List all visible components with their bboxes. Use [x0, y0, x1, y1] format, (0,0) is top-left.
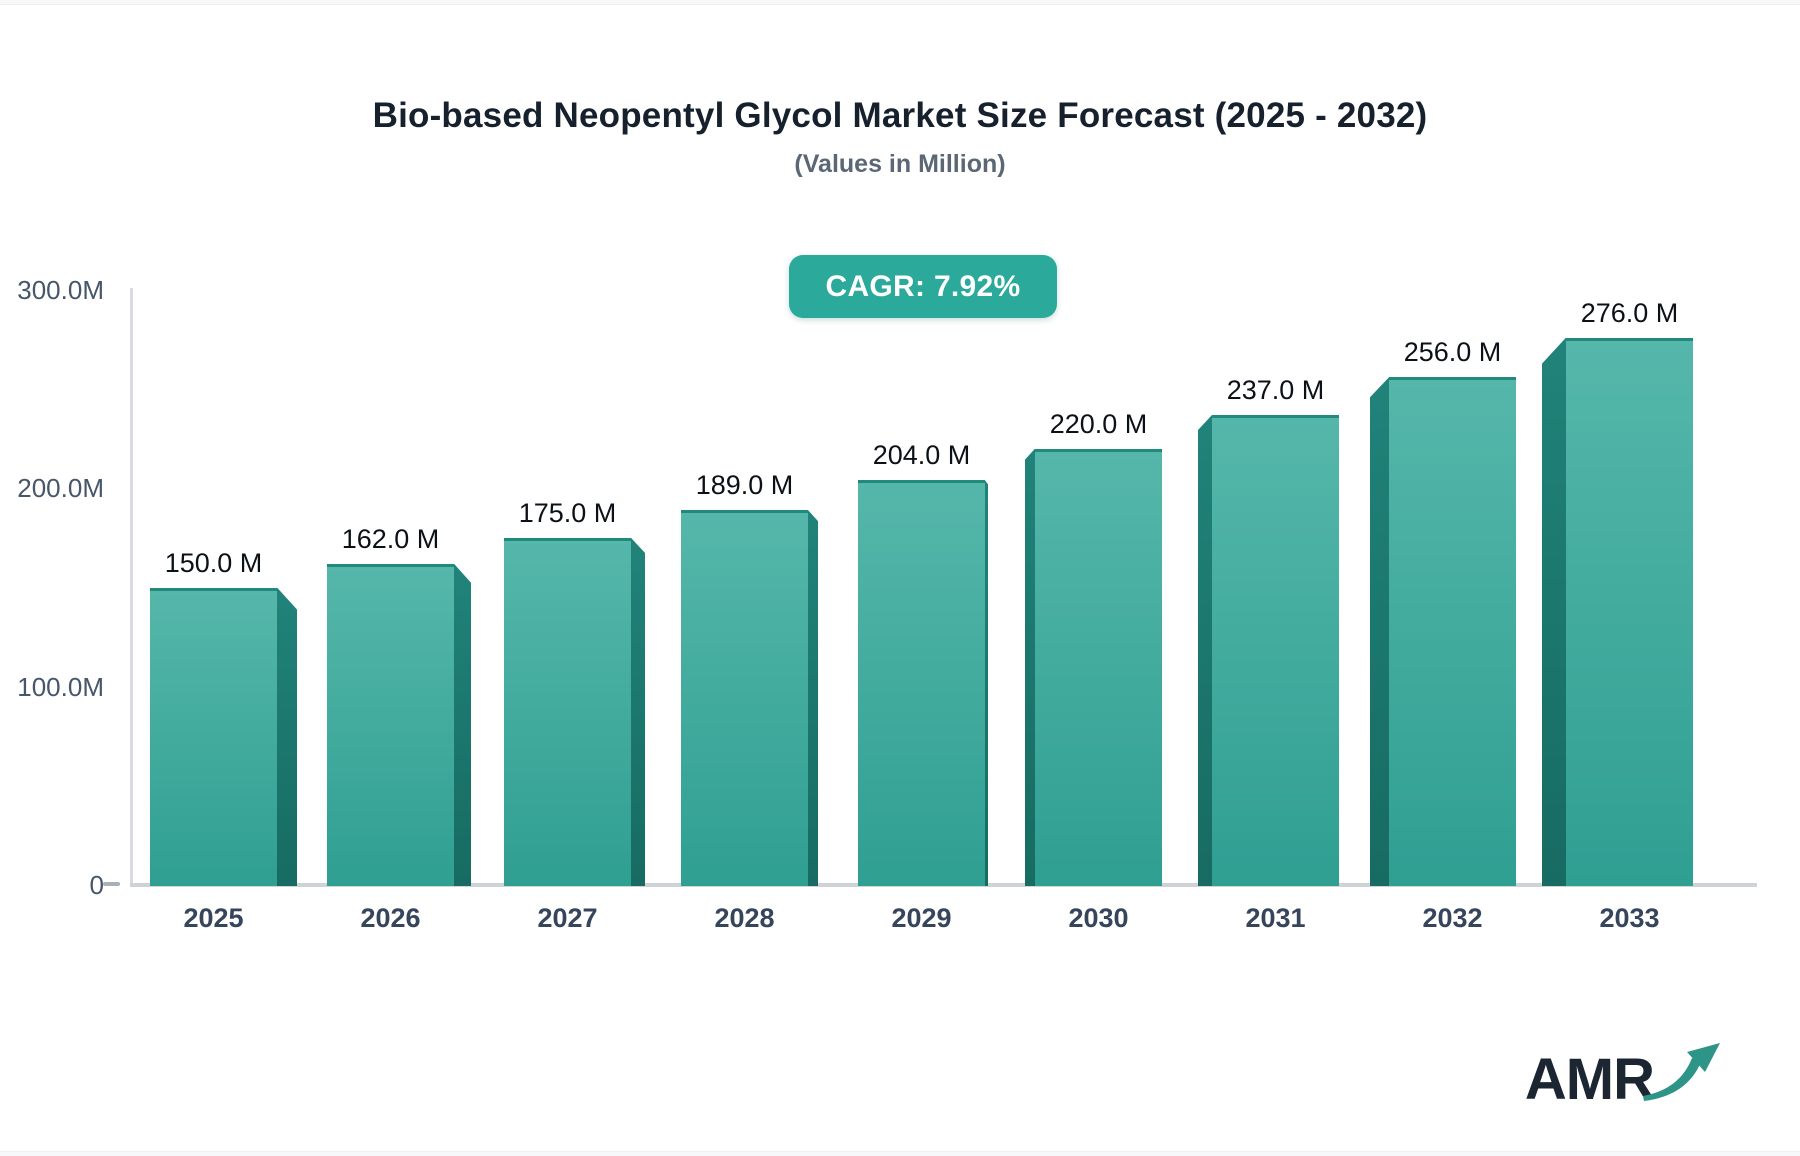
bar-3d-side — [277, 587, 297, 886]
bar[interactable] — [1212, 414, 1339, 886]
bar-3d-side — [985, 480, 988, 886]
growth-arrow-icon — [1643, 1043, 1720, 1101]
bar-value-label: 220.0 M — [1049, 408, 1148, 439]
bar-value-label: 162.0 M — [341, 523, 440, 554]
bar[interactable] — [681, 510, 808, 886]
bottom-edge-strip — [0, 1151, 1800, 1156]
x-axis-label: 2031 — [1245, 903, 1306, 933]
bar-3d-side — [1198, 414, 1212, 886]
cagr-badge: CAGR: 7.92% — [789, 255, 1057, 318]
bar-3d-side — [1370, 377, 1389, 886]
chart-subtitle: (Values in Million) — [794, 150, 1006, 178]
x-axis-label: 2027 — [537, 903, 598, 933]
amr-logo-text: AMR — [1524, 1047, 1655, 1112]
amr-logo: AMR — [1525, 1040, 1724, 1110]
bar[interactable] — [1389, 377, 1516, 886]
y-axis-tick-label: 300.0M — [17, 275, 104, 305]
cagr-badge-label: CAGR: 7.92% — [825, 269, 1021, 303]
bar-value-label: 237.0 M — [1226, 374, 1325, 405]
bar[interactable] — [858, 480, 985, 886]
bar[interactable] — [504, 537, 631, 886]
y-axis-tick-label: 0 — [89, 870, 104, 900]
x-axis-label: 2026 — [360, 903, 421, 933]
bar-value-label: 189.0 M — [695, 470, 794, 501]
x-axis-label: 2029 — [891, 903, 952, 933]
x-axis-label: 2025 — [183, 903, 244, 933]
x-axis-label: 2030 — [1068, 903, 1129, 933]
bar-3d-side — [1025, 448, 1035, 886]
bar[interactable] — [1035, 448, 1162, 886]
bar-value-label: 204.0 M — [872, 440, 971, 471]
y-axis-tick-label: 100.0M — [17, 671, 104, 702]
bar-3d-side — [1542, 337, 1566, 886]
y-axis-tick-label: 200.0M — [17, 473, 104, 504]
bar-value-label: 256.0 M — [1403, 337, 1502, 368]
bar-value-label: 175.0 M — [518, 497, 617, 528]
bar-value-label: 150.0 M — [164, 547, 263, 578]
bar[interactable] — [1566, 337, 1693, 886]
bar-3d-side — [454, 563, 471, 886]
bar[interactable] — [150, 587, 277, 886]
bar[interactable] — [327, 563, 454, 886]
bar-3d-side — [631, 537, 645, 886]
zero-tick-dash — [103, 882, 120, 886]
bar-value-label: 276.0 M — [1580, 297, 1679, 328]
top-edge-strip — [0, 0, 1800, 5]
chart-title: Bio-based Neopentyl Glycol Market Size F… — [372, 96, 1428, 135]
x-axis-label: 2028 — [714, 903, 775, 933]
x-axis-label: 2032 — [1422, 903, 1483, 933]
x-axis-label: 2033 — [1599, 903, 1660, 933]
y-axis-line — [130, 288, 133, 887]
bar-3d-side — [808, 510, 818, 886]
